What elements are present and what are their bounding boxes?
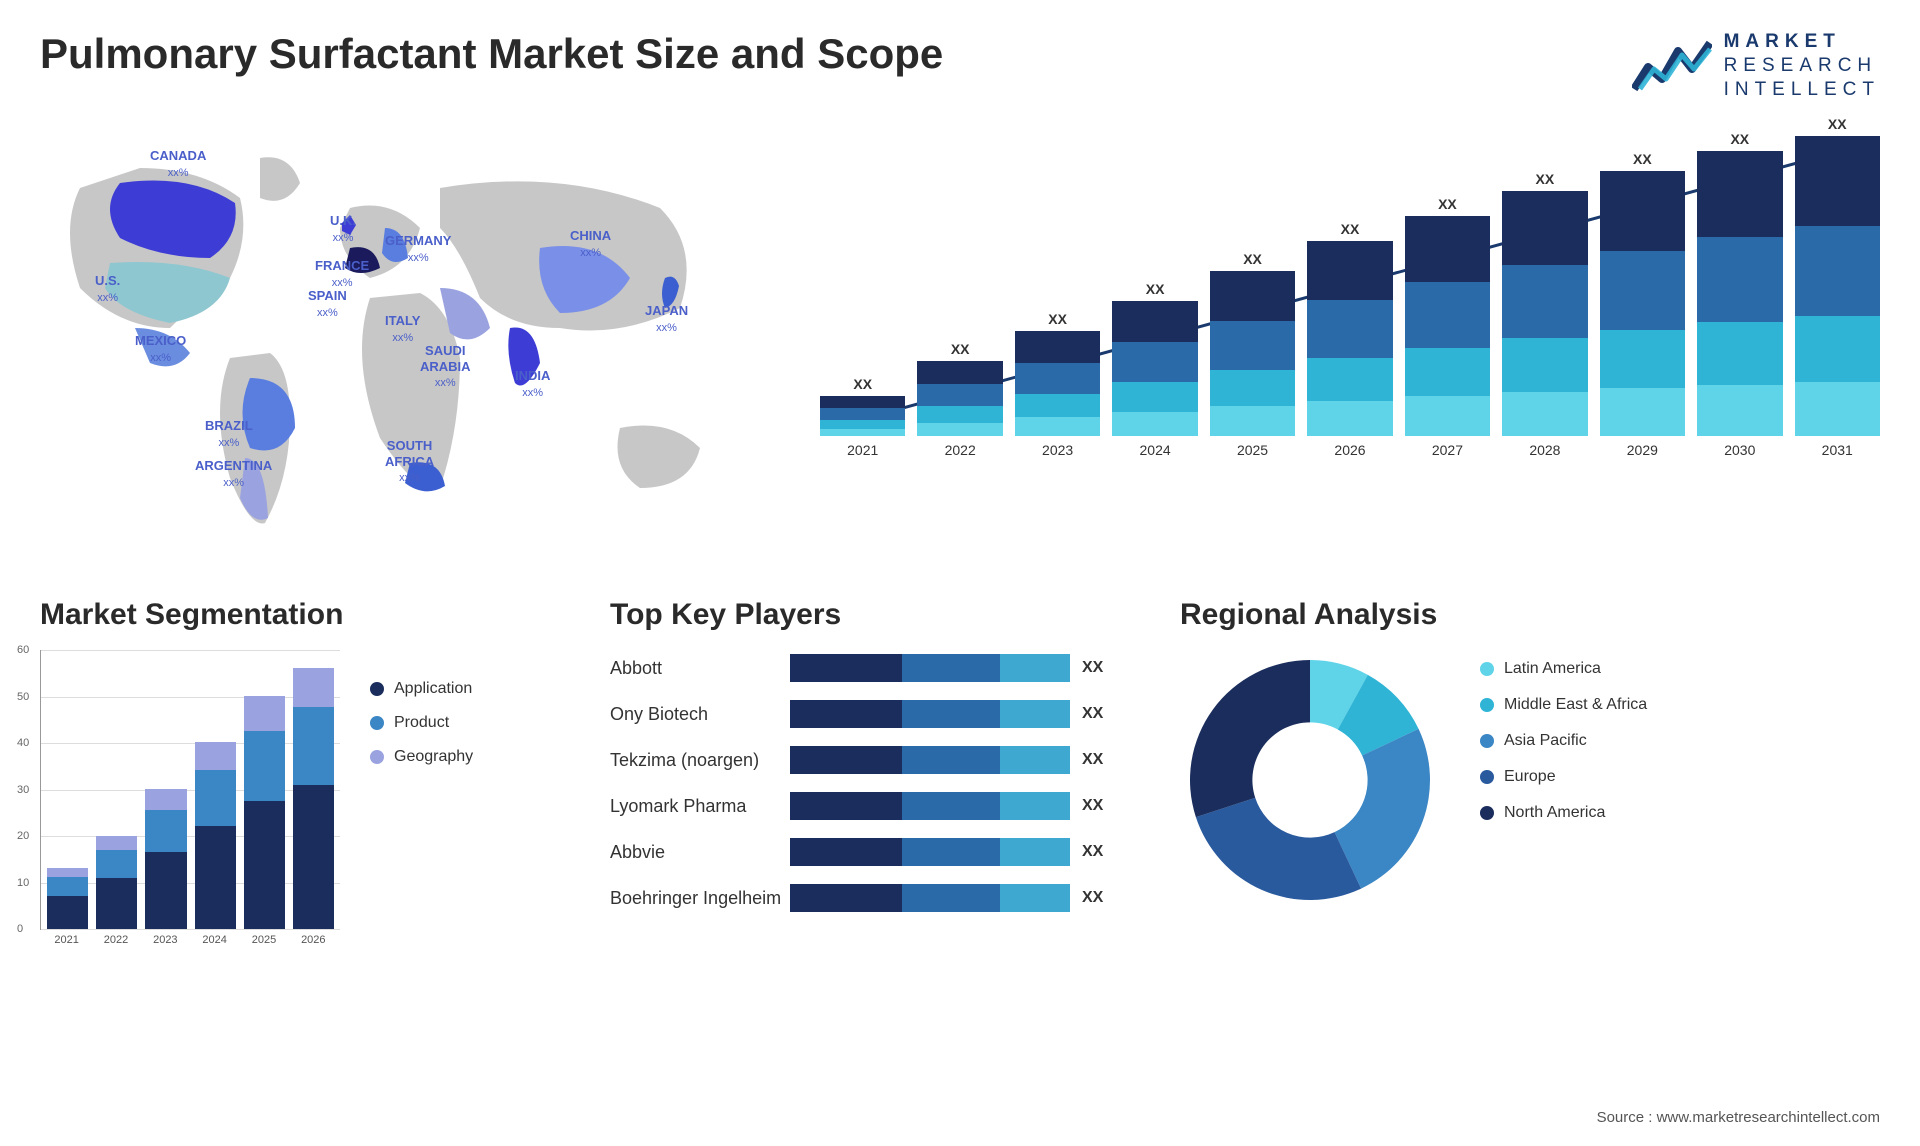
growth-bar: XX2030 (1697, 131, 1782, 458)
growth-bar: XX2025 (1210, 251, 1295, 458)
map-label: U.K.xx% (330, 213, 356, 245)
map-label: ARGENTINAxx% (195, 458, 272, 490)
source-attribution: Source : www.marketresearchintellect.com (1597, 1109, 1880, 1126)
legend-item: Application (370, 680, 473, 698)
page-title: Pulmonary Surfactant Market Size and Sco… (40, 30, 1880, 78)
growth-bar: XX2024 (1112, 281, 1197, 458)
map-label: ITALYxx% (385, 313, 420, 345)
map-label: GERMANYxx% (385, 233, 451, 265)
segmentation-legend: Application Product Geography (370, 650, 473, 946)
legend-item: Geography (370, 748, 473, 766)
map-label: FRANCExx% (315, 258, 369, 290)
legend-item: Europe (1480, 768, 1647, 786)
seg-bar (145, 789, 186, 929)
regional-panel: Regional Analysis Latin America Middle Ea… (1180, 598, 1880, 946)
legend-item: North America (1480, 804, 1647, 822)
brand-logo: MARKET RESEARCH INTELLECT (1632, 30, 1880, 101)
player-row: Ony BiotechXX (610, 696, 1130, 732)
player-row: Tekzima (noargen)XX (610, 742, 1130, 778)
legend-item: Product (370, 714, 473, 732)
growth-bar: XX2021 (820, 376, 905, 458)
map-label: JAPANxx% (645, 303, 688, 335)
player-row: Lyomark PharmaXX (610, 788, 1130, 824)
seg-bar (195, 742, 236, 929)
legend-item: Latin America (1480, 660, 1647, 678)
seg-bar (47, 868, 88, 929)
map-label: SAUDIARABIAxx% (420, 343, 471, 390)
map-label: SOUTHAFRICAxx% (385, 438, 434, 485)
map-label: U.S.xx% (95, 273, 120, 305)
growth-bar: XX2031 (1795, 116, 1880, 458)
logo-text: MARKET RESEARCH INTELLECT (1724, 30, 1880, 101)
map-label: BRAZILxx% (205, 418, 253, 450)
seg-bar (293, 668, 334, 929)
player-row: Boehringer IngelheimXX (610, 880, 1130, 916)
regional-donut (1180, 650, 1440, 910)
legend-item: Asia Pacific (1480, 732, 1647, 750)
map-label: INDIAxx% (515, 368, 550, 400)
regional-legend: Latin America Middle East & Africa Asia Pa… (1480, 650, 1647, 822)
players-panel: Top Key Players AbbottXX Ony BiotechXX Tek… (610, 598, 1130, 946)
donut-slice (1196, 798, 1361, 900)
segmentation-panel: Market Segmentation 0102030405060 202120… (40, 598, 560, 946)
logo-mark-icon (1632, 39, 1712, 93)
legend-item: Middle East & Africa (1480, 696, 1647, 714)
growth-bar: XX2027 (1405, 196, 1490, 458)
map-label: SPAINxx% (308, 288, 347, 320)
segmentation-title: Market Segmentation (40, 598, 560, 632)
growth-bar: XX2026 (1307, 221, 1392, 458)
donut-slice (1190, 660, 1310, 817)
map-label: CHINAxx% (570, 228, 611, 260)
growth-bar: XX2029 (1600, 151, 1685, 458)
map-label: MEXICOxx% (135, 333, 186, 365)
map-label: CANADAxx% (150, 148, 206, 180)
players-title: Top Key Players (610, 598, 1130, 632)
seg-bar (244, 696, 285, 929)
world-map: CANADAxx% U.S.xx% MEXICOxx% BRAZILxx% ARGENT… (40, 128, 760, 558)
growth-chart: XX2021XX2022XX2023XX2024XX2025XX2026XX20… (820, 128, 1880, 558)
segmentation-chart: 0102030405060 (40, 650, 340, 930)
player-row: AbbvieXX (610, 834, 1130, 870)
growth-bar: XX2023 (1015, 311, 1100, 458)
player-row: AbbottXX (610, 650, 1130, 686)
regional-title: Regional Analysis (1180, 598, 1880, 632)
growth-bar: XX2028 (1502, 171, 1587, 458)
seg-bar (96, 836, 137, 929)
growth-bar: XX2022 (917, 341, 1002, 458)
